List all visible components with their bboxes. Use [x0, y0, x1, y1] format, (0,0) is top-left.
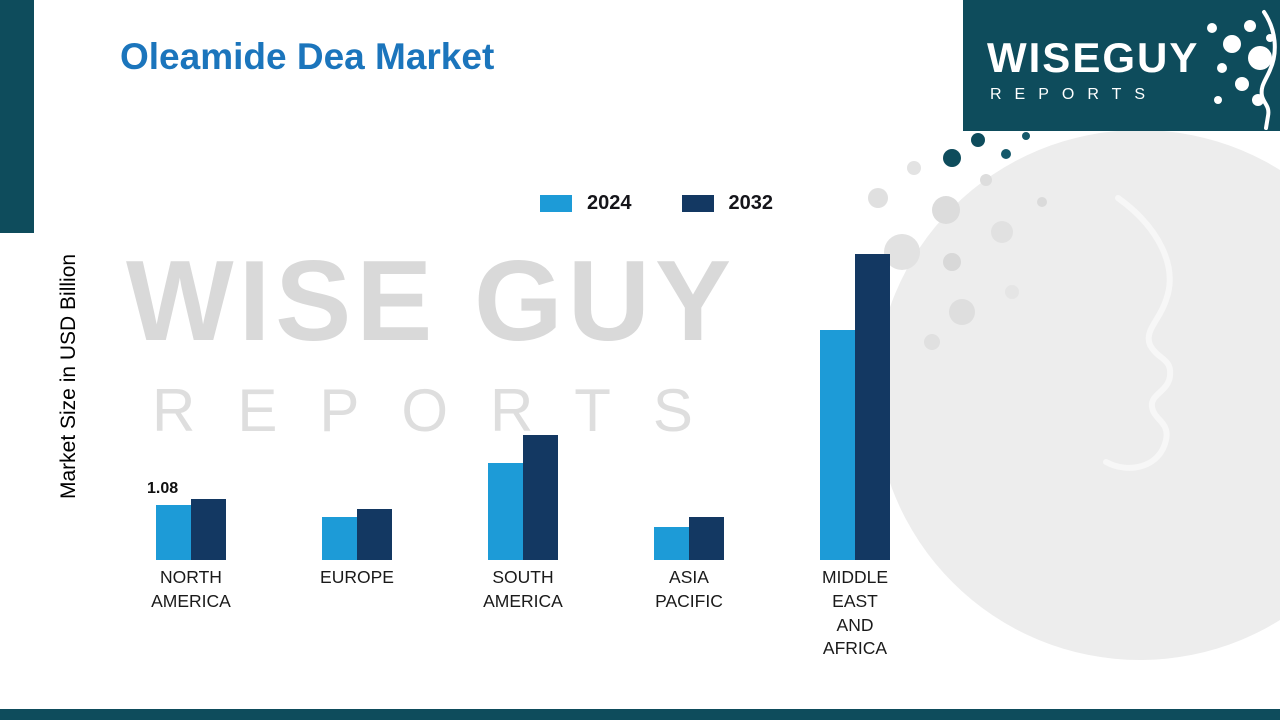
category-label-middle-east-and-africa: MIDDLE EAST AND AFRICA: [821, 567, 889, 659]
bar-2032-north-america: [191, 499, 226, 560]
bottom-accent-bar: [0, 709, 1280, 720]
bar-2024-asia-pacific: [654, 527, 689, 560]
bar-group-europe: [322, 509, 392, 560]
category-label-north-america: NORTH AMERICA: [151, 567, 231, 611]
bar-value-label: 1.08: [147, 480, 179, 497]
bar-group-north-america: 1.08: [147, 480, 226, 560]
wiseguy-reports-logo: WISEGUY REPORTS: [963, 0, 1280, 131]
bar-chart: 1.08: [108, 0, 938, 560]
legend-label-2024: 2024: [587, 192, 632, 214]
bar-2032-south-america: [523, 435, 558, 560]
bar-2032-europe: [357, 509, 392, 560]
category-label-europe: EUROPE: [320, 567, 394, 587]
logo-face-dots-icon: [1207, 10, 1277, 130]
logo-brand-text: WISEGUY: [987, 34, 1200, 81]
legend-swatch-2032: [681, 195, 714, 212]
watermark-reports: REPORTS: [152, 377, 735, 444]
bar-2024-south-america: [488, 463, 523, 560]
y-axis-label: Market Size in USD Billion: [57, 253, 80, 499]
bar-2024-europe: [322, 517, 357, 560]
category-label-south-america: SOUTH AMERICA: [483, 567, 563, 611]
chart-legend: 2024 2032: [540, 192, 773, 215]
legend-item-2032: 2032: [681, 192, 774, 215]
bar-group-asia-pacific: [654, 517, 724, 560]
bar-group-south-america: [488, 435, 558, 560]
legend-swatch-2024: [540, 195, 572, 212]
category-label-asia-pacific: ASIA PACIFIC: [655, 567, 723, 611]
bar-2032-asia-pacific: [689, 517, 724, 560]
page-title: Oleamide Dea Market: [120, 36, 495, 77]
bar-2032-middle-east-and-africa: [855, 254, 890, 560]
watermark-wiseguy: WISE GUY: [126, 238, 737, 365]
category-axis-labels: NORTH AMERICA EUROPE SOUTH AMERICA ASIA PACIFI…: [108, 566, 938, 661]
logo-reports-text: REPORTS: [990, 86, 1159, 103]
legend-item-2024: 2024: [540, 192, 632, 215]
bar-2024-north-america: 1.08: [147, 480, 191, 560]
left-accent-strip: [0, 0, 34, 233]
legend-label-2032: 2032: [728, 192, 774, 214]
bar-2024-middle-east-and-africa: [820, 330, 855, 560]
bar-group-middle-east-and-africa: [820, 254, 890, 560]
